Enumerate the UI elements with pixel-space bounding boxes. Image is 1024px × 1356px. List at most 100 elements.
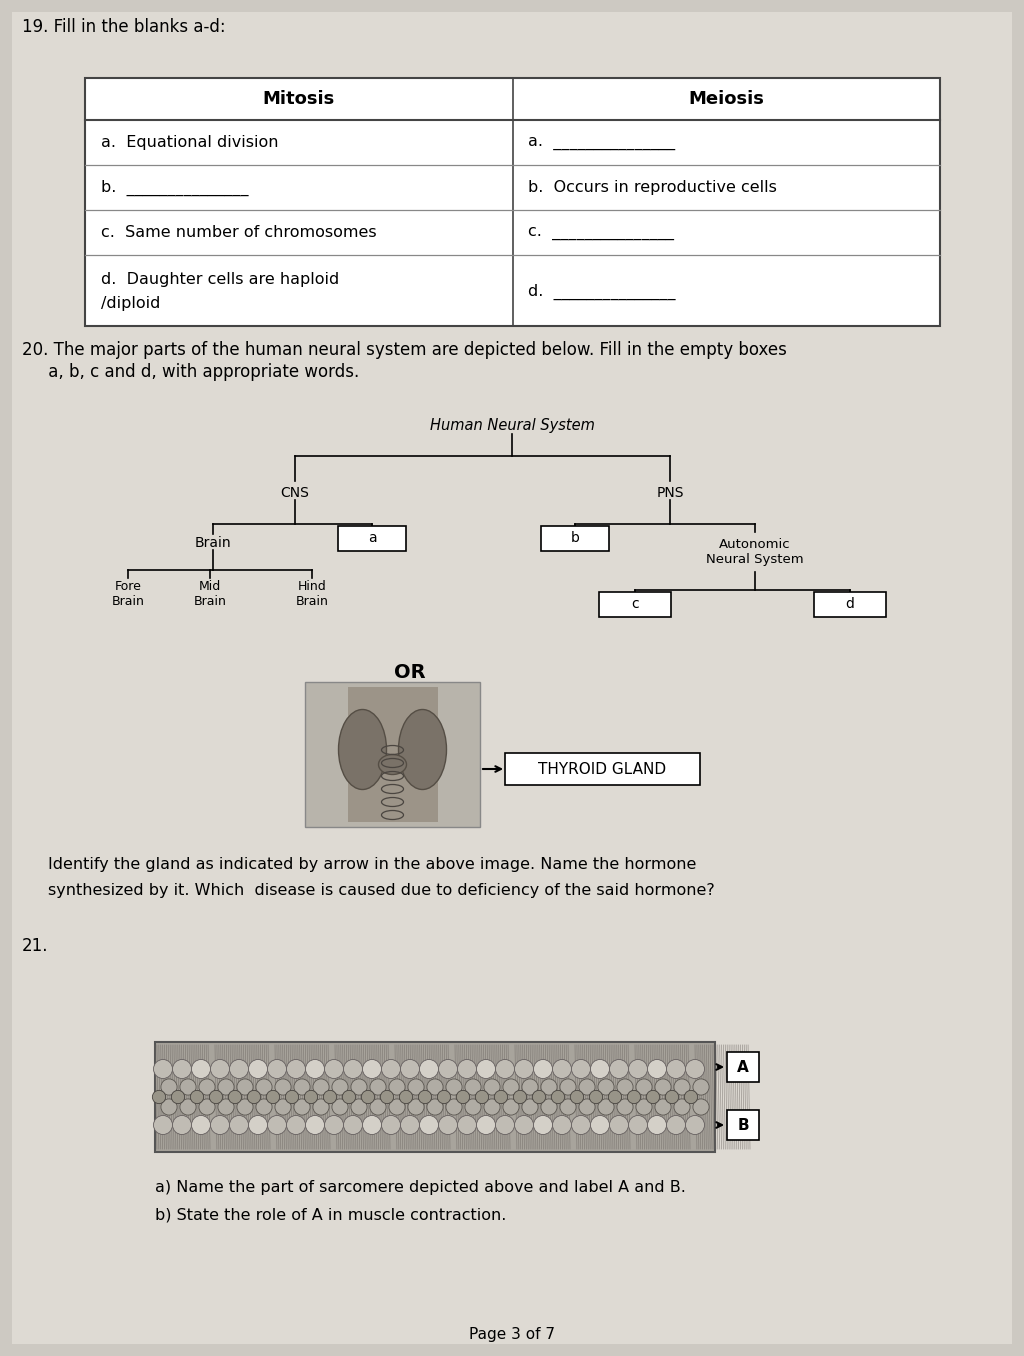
Circle shape [484,1079,500,1096]
Bar [599,593,671,617]
Circle shape [399,1090,413,1104]
Circle shape [266,1090,280,1104]
Circle shape [237,1098,253,1115]
Circle shape [591,1116,609,1135]
Circle shape [325,1059,343,1078]
Circle shape [361,1090,375,1104]
Text: A: A [737,1059,749,1074]
Circle shape [332,1098,348,1115]
Circle shape [199,1098,215,1115]
Circle shape [294,1098,310,1115]
Text: a.  Equational division: a. Equational division [101,136,279,151]
Circle shape [370,1098,386,1115]
Circle shape [553,1116,571,1135]
Text: a: a [368,532,376,545]
Text: 21.: 21. [22,937,48,955]
Circle shape [438,1059,458,1078]
Circle shape [598,1079,614,1096]
Circle shape [646,1090,659,1104]
Circle shape [560,1079,577,1096]
Circle shape [325,1116,343,1135]
Circle shape [616,1079,633,1096]
Circle shape [190,1090,204,1104]
Circle shape [274,1079,291,1096]
Circle shape [382,1116,400,1135]
Text: Identify the gland as indicated by arrow in the above image. Name the hormone: Identify the gland as indicated by arrow… [48,857,696,872]
Circle shape [237,1079,253,1096]
Text: Human Neural System: Human Neural System [429,418,595,433]
Text: B: B [737,1117,749,1132]
Circle shape [229,1116,249,1135]
Circle shape [199,1079,215,1096]
Circle shape [541,1098,557,1115]
Circle shape [351,1098,367,1115]
Circle shape [579,1098,595,1115]
Circle shape [437,1090,451,1104]
Circle shape [616,1098,633,1115]
Circle shape [684,1090,697,1104]
Text: Autonomic
Neural System: Autonomic Neural System [707,538,804,565]
Text: d.  Daughter cells are haploid: d. Daughter cells are haploid [101,273,339,287]
Circle shape [608,1090,622,1104]
Circle shape [362,1059,382,1078]
Bar [155,1041,715,1153]
Circle shape [228,1090,242,1104]
Circle shape [476,1116,496,1135]
Circle shape [571,1059,591,1078]
Text: Page 3 of 7: Page 3 of 7 [469,1326,555,1341]
Text: d: d [846,598,854,612]
Bar [814,593,886,617]
Circle shape [332,1079,348,1096]
Circle shape [267,1059,287,1078]
Circle shape [294,1079,310,1096]
Text: Mitosis: Mitosis [262,89,335,108]
Circle shape [609,1059,629,1078]
Circle shape [161,1079,177,1096]
Circle shape [590,1090,603,1104]
Text: Brain: Brain [195,536,231,551]
Circle shape [324,1090,337,1104]
Circle shape [400,1116,420,1135]
Circle shape [445,1098,462,1115]
Circle shape [362,1116,382,1135]
Circle shape [476,1059,496,1078]
Bar [347,687,437,822]
Circle shape [161,1098,177,1115]
Text: OR: OR [394,663,426,682]
Text: 19. Fill in the blanks a-d:: 19. Fill in the blanks a-d: [22,18,225,37]
Circle shape [475,1090,488,1104]
Text: d.  _______________: d. _______________ [528,283,676,300]
Circle shape [154,1116,172,1135]
Circle shape [420,1116,438,1135]
Circle shape [458,1059,476,1078]
Circle shape [249,1116,267,1135]
Bar [541,526,609,551]
Circle shape [286,1090,299,1104]
Text: Mid
Brain: Mid Brain [194,580,226,607]
Circle shape [513,1090,526,1104]
Circle shape [522,1079,538,1096]
Text: /diploid: /diploid [101,296,161,311]
Text: b) State the role of A in muscle contraction.: b) State the role of A in muscle contrac… [155,1208,507,1223]
Circle shape [267,1116,287,1135]
Circle shape [628,1090,641,1104]
Circle shape [218,1098,234,1115]
Circle shape [370,1079,386,1096]
Circle shape [313,1098,329,1115]
Circle shape [229,1059,249,1078]
Circle shape [274,1098,291,1115]
Circle shape [570,1090,584,1104]
Circle shape [514,1059,534,1078]
Text: b.  Occurs in reproductive cells: b. Occurs in reproductive cells [528,180,777,195]
Circle shape [211,1116,229,1135]
Circle shape [408,1079,424,1096]
Circle shape [458,1116,476,1135]
Text: synthesized by it. Which  disease is caused due to deficiency of the said hormon: synthesized by it. Which disease is caus… [48,883,715,898]
Circle shape [685,1059,705,1078]
Circle shape [343,1116,362,1135]
Circle shape [171,1090,184,1104]
Text: b: b [570,532,580,545]
Bar [305,682,480,827]
Circle shape [496,1116,514,1135]
Circle shape [248,1090,261,1104]
